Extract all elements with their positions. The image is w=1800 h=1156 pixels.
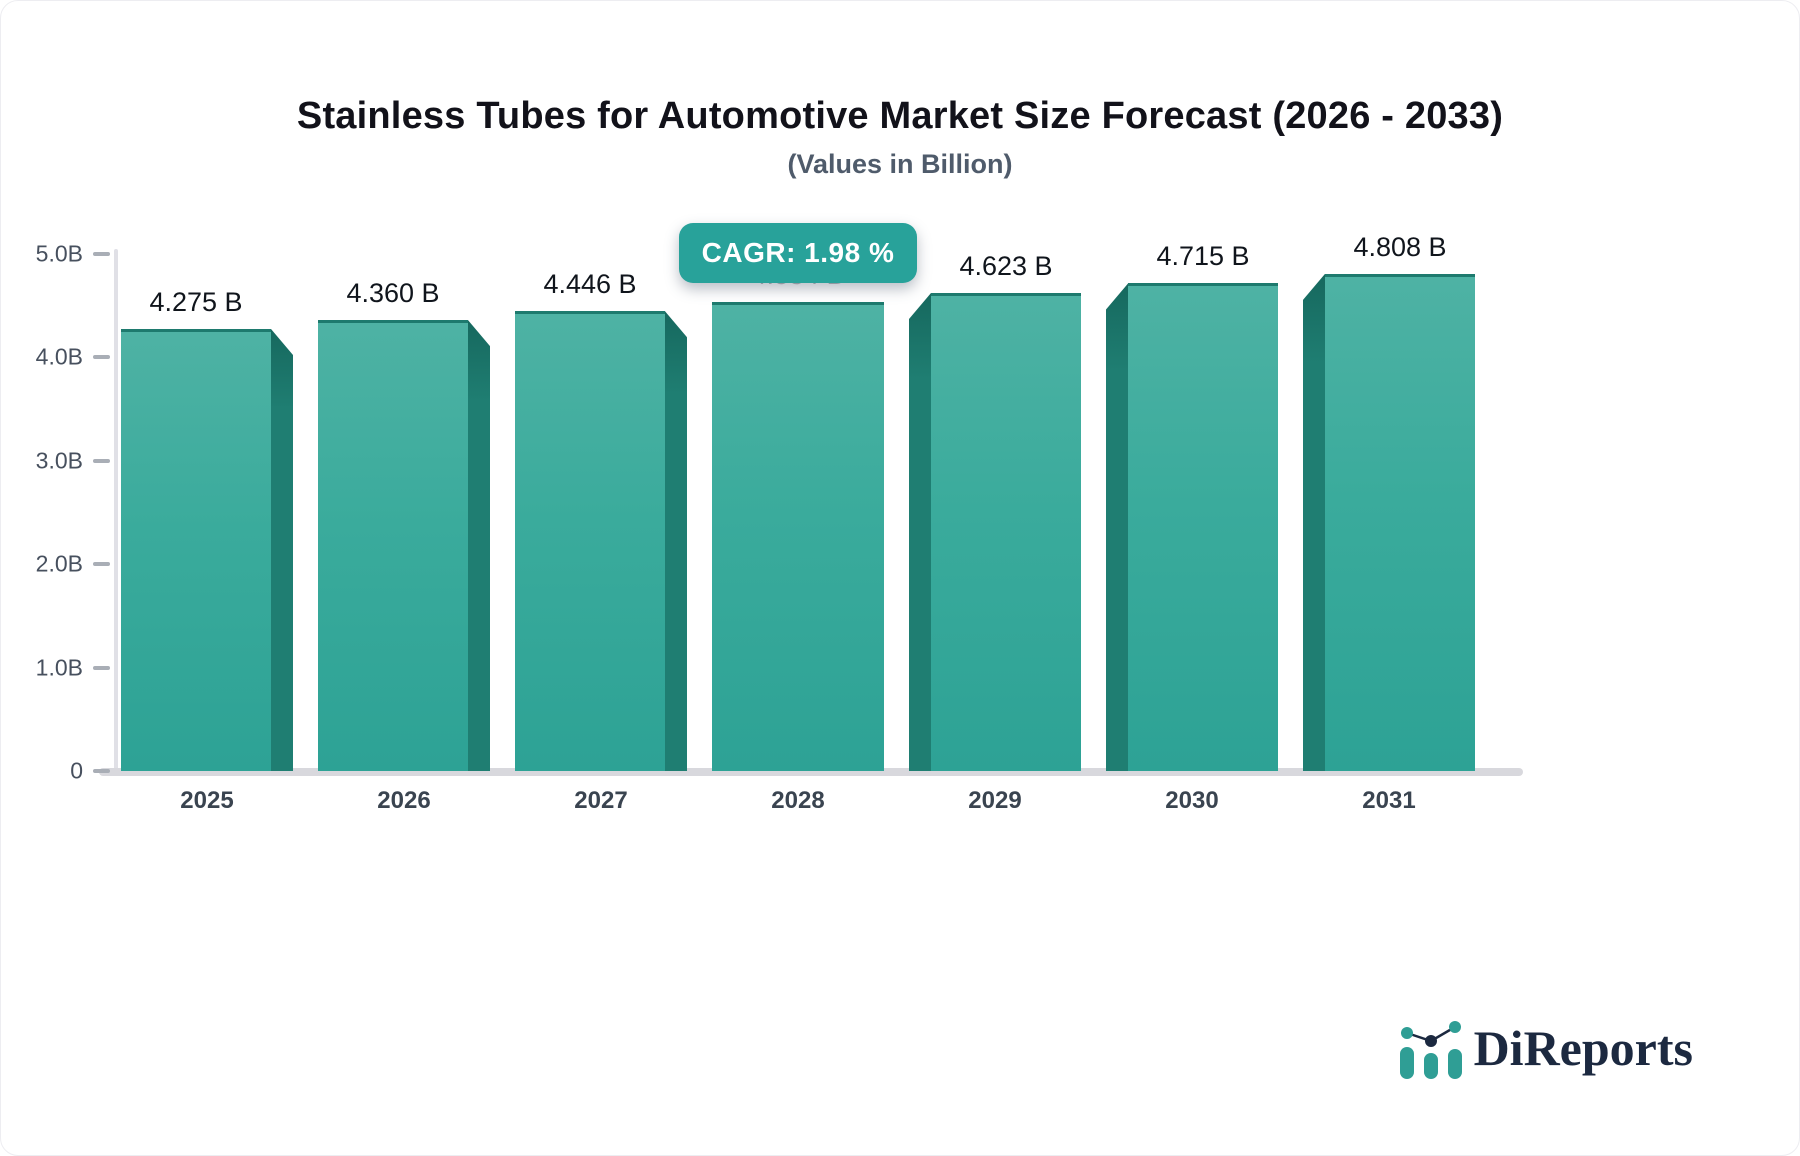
y-tick-dash	[93, 665, 110, 670]
x-tick-label: 2028	[771, 787, 825, 814]
brand-name: DiReports	[1473, 1020, 1693, 1076]
x-tick-label: 2030	[1165, 787, 1219, 814]
bar-side-face	[1106, 283, 1128, 771]
bar-face	[712, 302, 884, 771]
y-tick-dash	[93, 458, 110, 463]
y-axis-line	[114, 249, 118, 775]
bar-face	[318, 320, 468, 771]
chart-title: Stainless Tubes for Automotive Market Si…	[296, 95, 1504, 137]
y-tick-label: 4.0B	[35, 343, 83, 370]
mini-bar-chart-icon	[1399, 1021, 1462, 1079]
x-axis-baseline	[99, 768, 1523, 776]
bar-face	[931, 292, 1081, 771]
bar-side-face	[1303, 273, 1325, 771]
bar-2025[interactable]	[121, 328, 293, 771]
bar-face	[515, 311, 665, 771]
x-tick-label: 2027	[574, 787, 628, 814]
x-tick-label: 2025	[180, 787, 234, 814]
bar-side-face	[665, 311, 687, 771]
bar-2029[interactable]	[909, 292, 1081, 771]
bar-2026[interactable]	[318, 320, 490, 771]
y-tick-dash	[93, 562, 110, 567]
y-tick-dash	[93, 355, 110, 360]
bar-value-label: 4.715 B	[1156, 241, 1250, 272]
bar-face	[121, 328, 271, 771]
bar-face	[1325, 273, 1475, 771]
chart-subtitle: (Values in Billion)	[787, 149, 1013, 179]
bar-2031[interactable]	[1303, 273, 1475, 771]
bar-2027[interactable]	[515, 311, 687, 771]
x-tick-label: 2026	[377, 787, 431, 814]
bar-side-face	[468, 320, 490, 771]
x-tick-label: 2031	[1362, 787, 1416, 814]
bar-value-label: 4.360 B	[346, 278, 440, 309]
bar-side-face	[271, 328, 293, 771]
y-tick-label: 3.0B	[35, 447, 83, 474]
bar-face	[1128, 283, 1278, 771]
bar-2028[interactable]	[712, 302, 884, 771]
bar-value-label: 4.808 B	[1353, 231, 1447, 262]
bar-value-label: 4.275 B	[149, 286, 243, 317]
bar-side-face	[909, 292, 931, 771]
y-tick-dash	[93, 252, 110, 256]
y-tick-dash	[93, 769, 110, 773]
x-tick-label: 2029	[968, 787, 1022, 814]
brand-logo[interactable]: DiReports	[1398, 1017, 1693, 1079]
y-tick-label: 2.0B	[35, 550, 83, 577]
y-tick-label: 5.0B	[35, 240, 83, 267]
y-tick-label: 1.0B	[35, 654, 83, 681]
bar-2030[interactable]	[1106, 283, 1278, 771]
y-tick-label: 0	[70, 757, 83, 784]
bar-value-label: 4.623 B	[959, 250, 1053, 281]
cagr-badge: CAGR: 1.98 %	[679, 223, 917, 283]
bar-value-label: 4.446 B	[543, 269, 637, 300]
